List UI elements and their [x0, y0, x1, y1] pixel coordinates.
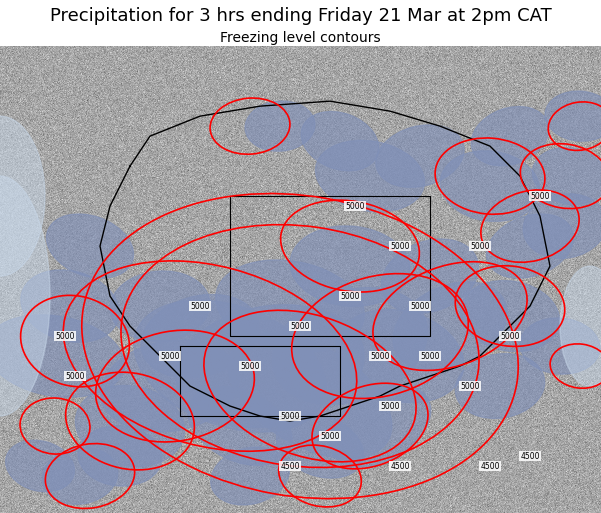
Text: 5000: 5000 [500, 331, 520, 341]
Ellipse shape [100, 340, 239, 432]
Text: 5000: 5000 [370, 351, 390, 361]
Ellipse shape [460, 281, 560, 351]
Ellipse shape [376, 125, 464, 187]
Text: 5000: 5000 [340, 291, 360, 301]
Text: 5000: 5000 [160, 351, 180, 361]
Ellipse shape [471, 107, 549, 166]
Text: 4500: 4500 [480, 462, 500, 470]
Ellipse shape [75, 385, 185, 466]
Ellipse shape [216, 260, 364, 352]
Ellipse shape [456, 353, 545, 419]
Ellipse shape [46, 214, 133, 278]
Ellipse shape [393, 282, 507, 370]
Ellipse shape [0, 315, 124, 397]
Ellipse shape [245, 101, 315, 151]
Ellipse shape [316, 141, 424, 212]
Text: Precipitation for 3 hrs ending Friday 21 Mar at 2pm CAT: Precipitation for 3 hrs ending Friday 21… [50, 7, 551, 25]
Ellipse shape [21, 270, 119, 342]
Text: 4500: 4500 [520, 451, 540, 461]
Ellipse shape [134, 300, 326, 432]
Text: 4500: 4500 [280, 462, 300, 470]
Ellipse shape [176, 305, 364, 427]
Ellipse shape [523, 194, 601, 259]
Ellipse shape [290, 226, 410, 306]
Ellipse shape [336, 309, 464, 403]
Ellipse shape [276, 414, 364, 478]
Ellipse shape [382, 239, 478, 313]
Ellipse shape [486, 214, 573, 278]
Text: 5000: 5000 [240, 362, 260, 370]
Text: 5000: 5000 [191, 302, 210, 310]
Text: 5000: 5000 [460, 382, 480, 390]
Ellipse shape [211, 447, 289, 505]
Text: 5000: 5000 [345, 202, 365, 211]
Text: 5000: 5000 [470, 242, 490, 250]
Text: 5000: 5000 [66, 371, 85, 381]
Ellipse shape [520, 318, 600, 374]
Text: 5000: 5000 [380, 402, 400, 410]
Ellipse shape [0, 116, 45, 276]
Ellipse shape [5, 440, 75, 492]
Ellipse shape [441, 151, 540, 222]
Text: 5000: 5000 [290, 322, 310, 330]
Text: 5000: 5000 [530, 192, 550, 201]
Ellipse shape [545, 91, 601, 141]
Ellipse shape [301, 111, 379, 171]
Ellipse shape [188, 387, 292, 465]
Text: 5000: 5000 [390, 242, 410, 250]
Ellipse shape [272, 288, 427, 405]
Text: 5000: 5000 [280, 411, 300, 421]
Ellipse shape [110, 271, 210, 341]
Text: 5000: 5000 [320, 431, 340, 441]
Text: 5000: 5000 [55, 331, 75, 341]
Ellipse shape [560, 266, 601, 386]
Ellipse shape [0, 176, 50, 416]
Text: Freezing level contours: Freezing level contours [220, 31, 381, 45]
Ellipse shape [228, 333, 392, 459]
Ellipse shape [532, 148, 601, 205]
Ellipse shape [42, 448, 118, 504]
Ellipse shape [329, 385, 431, 467]
Text: 5000: 5000 [410, 302, 430, 310]
Ellipse shape [78, 426, 162, 486]
Text: 5000: 5000 [420, 351, 440, 361]
Ellipse shape [141, 294, 259, 378]
Text: 4500: 4500 [390, 462, 410, 470]
